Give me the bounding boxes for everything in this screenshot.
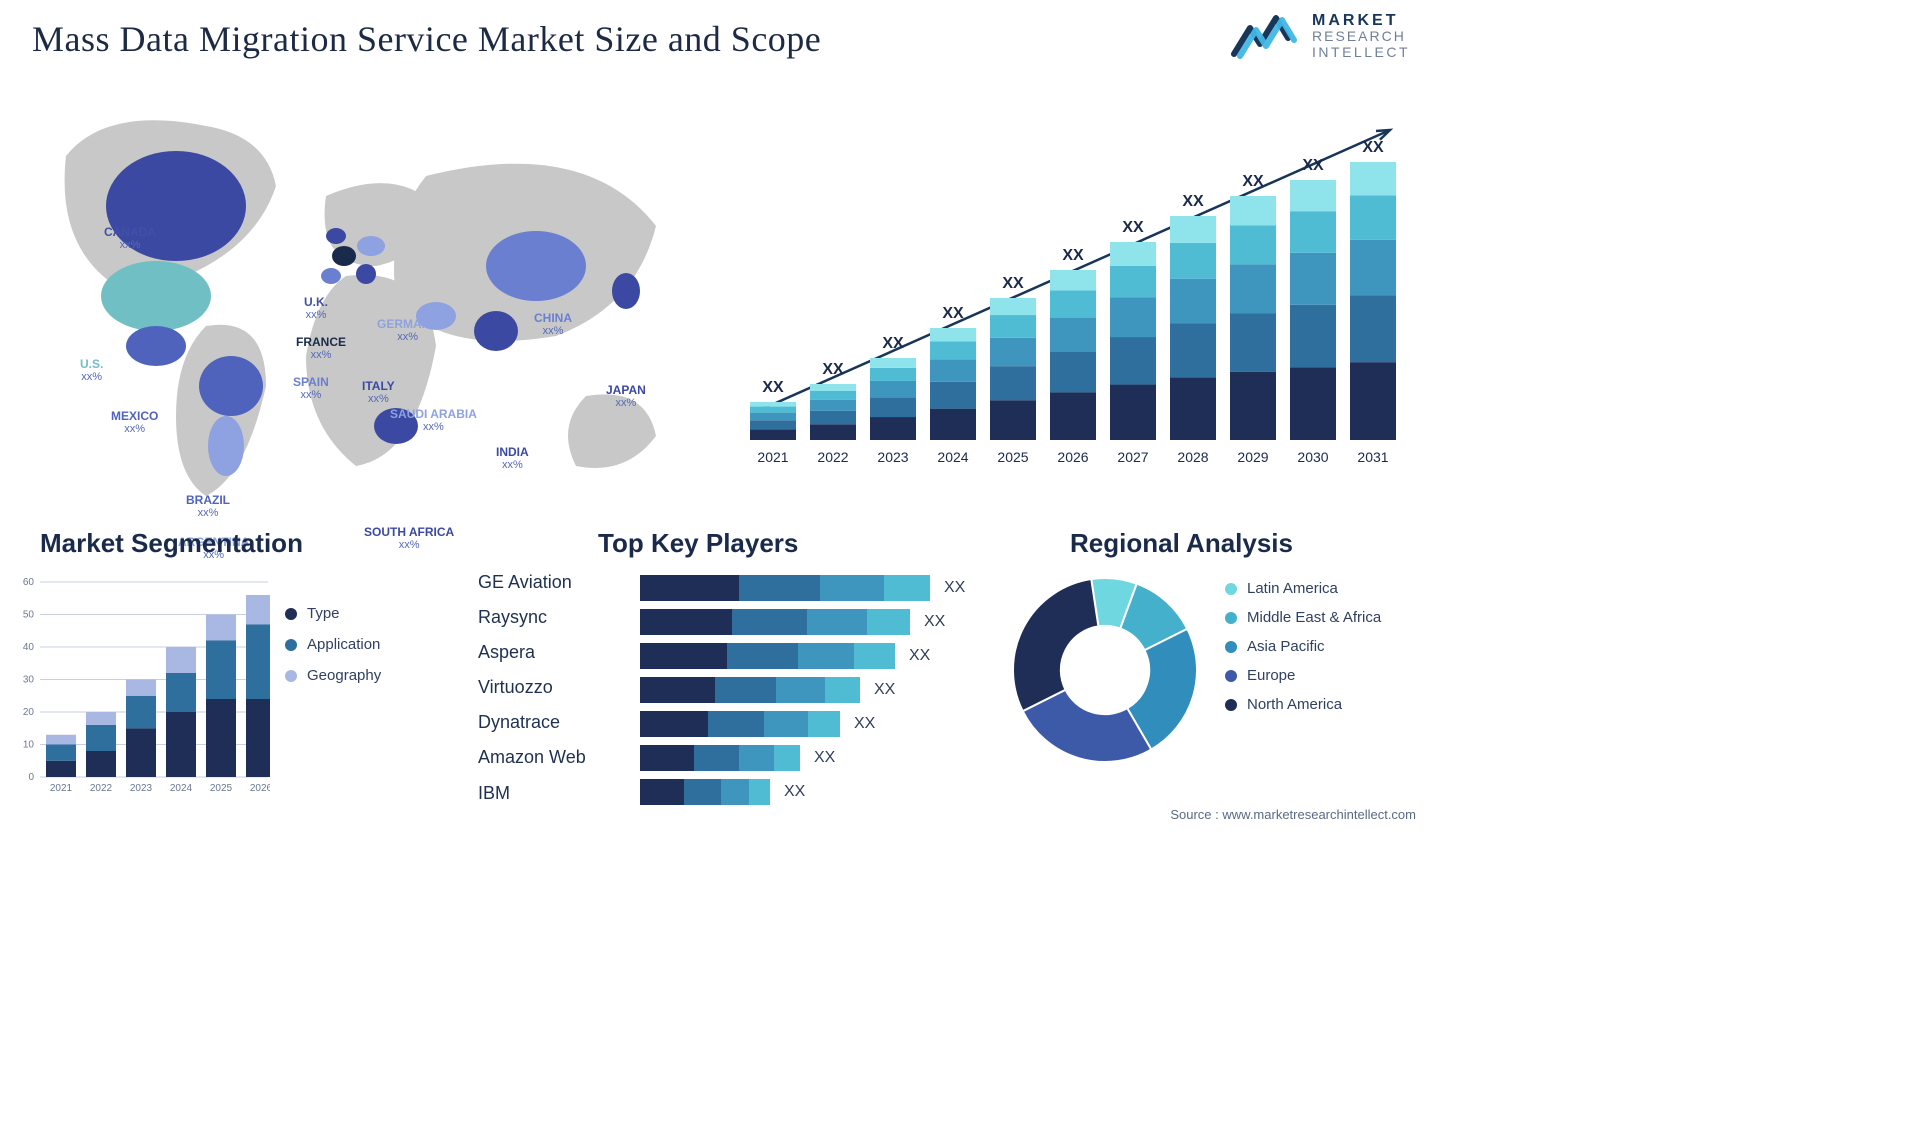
svg-text:2024: 2024: [170, 783, 193, 794]
map-label: BRAZILxx%: [186, 494, 230, 519]
logo-mark-icon: [1230, 10, 1302, 62]
regional-legend-item: Middle East & Africa: [1225, 609, 1381, 626]
segmentation-legend: Type Application Geography: [285, 605, 381, 698]
map-label: CANADAxx%: [104, 226, 156, 251]
key-player-value: XX: [854, 715, 875, 733]
key-player-name: Virtuozzo: [478, 670, 586, 705]
brand-logo: MARKET RESEARCH INTELLECT: [1230, 10, 1410, 62]
growth-bar-chart: XX 2021 XX 2022 XX 2023 XX 2024 XX 2025 XX 2026 XX 20…: [738, 100, 1418, 480]
svg-text:2022: 2022: [817, 449, 848, 465]
logo-line3: INTELLECT: [1312, 45, 1410, 60]
segmentation-legend-item: Application: [285, 636, 381, 653]
regional-heading: Regional Analysis: [1070, 528, 1293, 559]
map-label: U.K.xx%: [304, 296, 328, 321]
logo-line2: RESEARCH: [1312, 29, 1410, 44]
svg-text:2022: 2022: [90, 783, 113, 794]
logo-line1: MARKET: [1312, 12, 1410, 30]
map-label: U.S.xx%: [80, 358, 103, 383]
svg-text:XX: XX: [1122, 219, 1144, 236]
key-player-value: XX: [944, 579, 965, 597]
svg-text:2026: 2026: [250, 783, 270, 794]
map-label: ITALYxx%: [362, 380, 395, 405]
svg-text:2025: 2025: [997, 449, 1028, 465]
map-label: SAUDI ARABIAxx%: [390, 408, 477, 433]
key-player-bar: XX: [640, 779, 1010, 805]
key-player-bar: XX: [640, 711, 1010, 737]
svg-text:2029: 2029: [1237, 449, 1268, 465]
key-player-name: Aspera: [478, 635, 586, 670]
regional-donut-chart: [1010, 575, 1200, 765]
svg-text:2021: 2021: [50, 783, 73, 794]
regional-legend-item: North America: [1225, 696, 1381, 713]
svg-text:XX: XX: [1182, 193, 1204, 210]
svg-text:XX: XX: [1302, 157, 1324, 174]
svg-text:10: 10: [23, 740, 35, 751]
svg-text:2023: 2023: [130, 783, 153, 794]
svg-text:2030: 2030: [1297, 449, 1328, 465]
key-player-name: Dynatrace: [478, 705, 586, 740]
svg-text:XX: XX: [1362, 139, 1384, 156]
svg-text:20: 20: [23, 707, 35, 718]
map-label: MEXICOxx%: [111, 410, 158, 435]
source-attribution: Source : www.marketresearchintellect.com: [1170, 807, 1416, 822]
key-player-value: XX: [924, 613, 945, 631]
svg-text:2027: 2027: [1117, 449, 1148, 465]
key-player-name: Amazon Web: [478, 740, 586, 775]
regional-legend-item: Europe: [1225, 667, 1381, 684]
key-player-value: XX: [874, 681, 895, 699]
regional-legend-item: Asia Pacific: [1225, 638, 1381, 655]
page-title: Mass Data Migration Service Market Size …: [32, 18, 821, 60]
segmentation-bar-chart: 0 10 20 30 40 50 60 2021 2022 2023 2024 2025 2026: [10, 572, 270, 802]
segmentation-legend-item: Type: [285, 605, 381, 622]
svg-text:XX: XX: [822, 361, 844, 378]
map-label: FRANCExx%: [296, 336, 346, 361]
svg-text:2024: 2024: [937, 449, 968, 465]
svg-text:60: 60: [23, 577, 35, 588]
map-label: SPAINxx%: [293, 376, 329, 401]
svg-text:XX: XX: [942, 305, 964, 322]
map-label: CHINAxx%: [534, 312, 572, 337]
source-value: www.marketresearchintellect.com: [1222, 807, 1416, 822]
key-player-bar: XX: [640, 643, 1010, 669]
key-player-name: Raysync: [478, 600, 586, 635]
segmentation-heading: Market Segmentation: [40, 528, 303, 559]
key-player-name: IBM: [478, 776, 586, 811]
regional-legend-item: Latin America: [1225, 580, 1381, 597]
map-label: GERMANYxx%: [377, 318, 438, 343]
segmentation-legend-item: Geography: [285, 667, 381, 684]
svg-text:2025: 2025: [210, 783, 233, 794]
svg-text:40: 40: [23, 642, 35, 653]
key-player-value: XX: [784, 783, 805, 801]
regional-legend: Latin America Middle East & Africa Asia Pa…: [1225, 580, 1381, 725]
world-map-region: CANADAxx% U.S.xx% MEXICOxx% U.K.xx% FRANCExx…: [26, 96, 706, 496]
svg-text:XX: XX: [882, 335, 904, 352]
key-player-bar: XX: [640, 575, 1010, 601]
key-player-bar: XX: [640, 609, 1010, 635]
key-players-names: GE AviationRaysyncAsperaVirtuozzoDynatra…: [478, 565, 586, 811]
svg-text:XX: XX: [1002, 275, 1024, 292]
source-label: Source :: [1170, 807, 1218, 822]
key-players-heading: Top Key Players: [598, 528, 798, 559]
svg-text:2031: 2031: [1357, 449, 1388, 465]
key-player-value: XX: [909, 647, 930, 665]
svg-text:2021: 2021: [757, 449, 788, 465]
key-players-bars: XX XX XX XX XX XX XX: [640, 575, 1010, 813]
svg-text:2026: 2026: [1057, 449, 1088, 465]
svg-text:XX: XX: [762, 379, 784, 396]
key-player-value: XX: [814, 749, 835, 767]
map-label: JAPANxx%: [606, 384, 646, 409]
key-player-name: GE Aviation: [478, 565, 586, 600]
svg-text:XX: XX: [1062, 247, 1084, 264]
svg-text:XX: XX: [1242, 173, 1264, 190]
key-player-bar: XX: [640, 745, 1010, 771]
svg-text:50: 50: [23, 610, 35, 621]
map-label: SOUTH AFRICAxx%: [364, 526, 454, 551]
svg-text:0: 0: [28, 772, 34, 783]
key-player-bar: XX: [640, 677, 1010, 703]
svg-text:30: 30: [23, 675, 35, 686]
svg-text:2028: 2028: [1177, 449, 1208, 465]
map-label: INDIAxx%: [496, 446, 529, 471]
svg-text:2023: 2023: [877, 449, 908, 465]
